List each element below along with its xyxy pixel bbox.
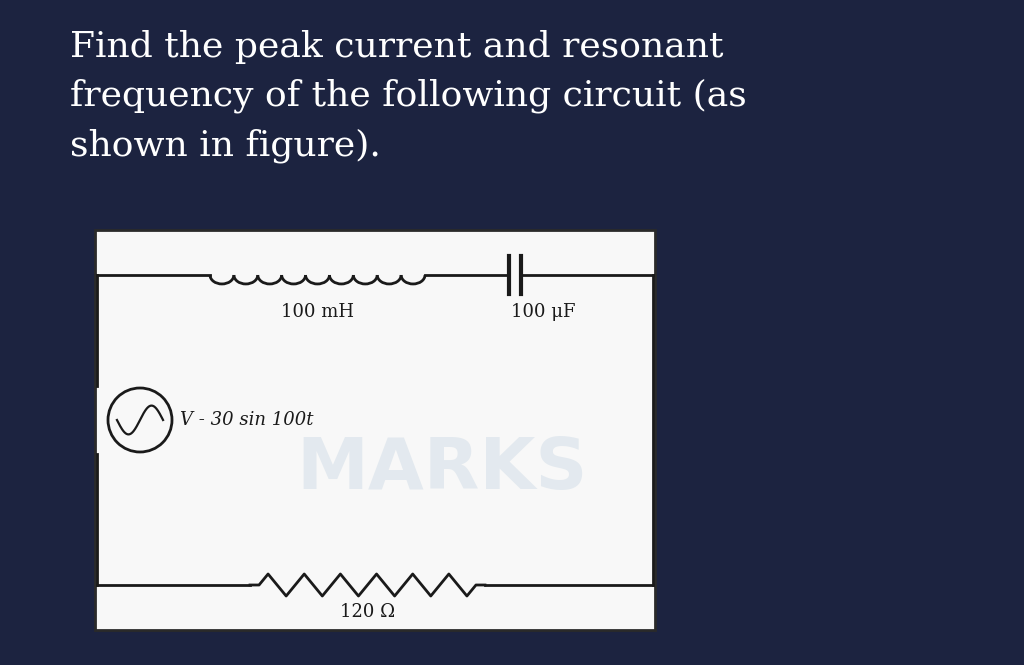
Text: V - 30 sin 100t: V - 30 sin 100t: [180, 411, 313, 429]
Text: Find the peak current and resonant
frequency of the following circuit (as
shown : Find the peak current and resonant frequ…: [70, 30, 746, 163]
Text: 100 μF: 100 μF: [511, 303, 575, 321]
Text: MARKS: MARKS: [297, 436, 588, 505]
Text: 100 mH: 100 mH: [281, 303, 354, 321]
Bar: [95, 230, 655, 630]
Text: 120 Ω: 120 Ω: [340, 603, 395, 621]
